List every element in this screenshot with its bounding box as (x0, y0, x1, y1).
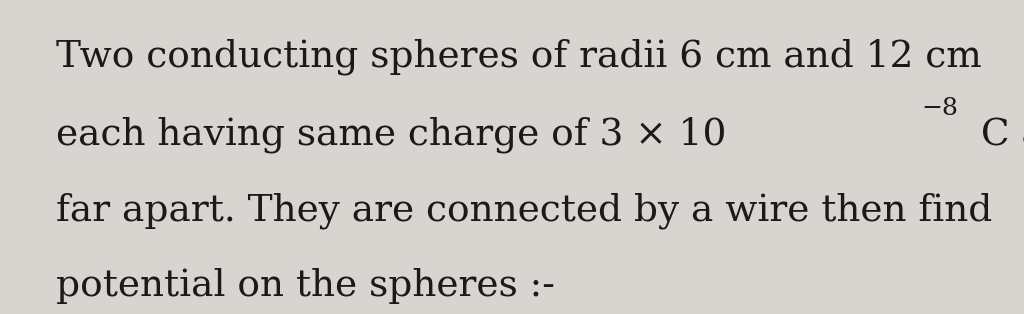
Text: C are kept: C are kept (969, 117, 1024, 153)
Text: each having same charge of 3 × 10: each having same charge of 3 × 10 (56, 117, 727, 153)
Text: Two conducting spheres of radii 6 cm and 12 cm: Two conducting spheres of radii 6 cm and… (56, 38, 982, 75)
Text: potential on the spheres :-: potential on the spheres :- (56, 268, 555, 304)
Text: −8: −8 (922, 97, 958, 120)
Text: far apart. They are connected by a wire then find: far apart. They are connected by a wire … (56, 192, 992, 229)
